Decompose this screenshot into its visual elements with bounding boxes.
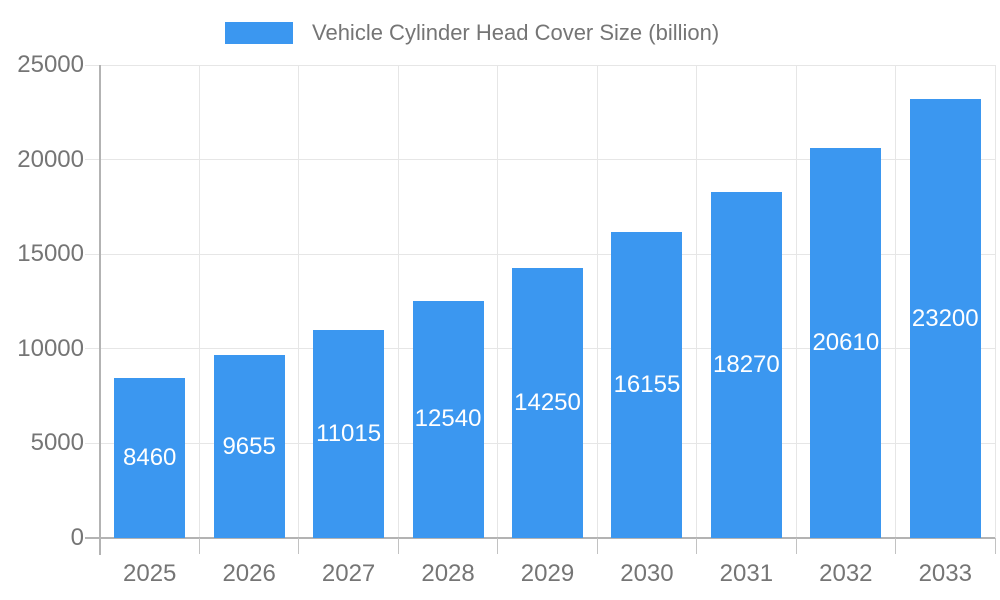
x-axis-tick <box>298 538 300 554</box>
v-gridline <box>994 65 996 538</box>
v-gridline <box>298 65 300 538</box>
y-gridline <box>85 159 995 161</box>
x-tick-label: 2026 <box>222 560 276 587</box>
y-gridline <box>85 253 995 255</box>
y-tick-label: 25000 <box>17 51 84 78</box>
bar-value-label: 23200 <box>911 304 979 332</box>
y-tick-label: 0 <box>70 524 84 551</box>
v-gridline <box>497 65 499 538</box>
x-axis-line <box>85 537 995 539</box>
bar: 12540 <box>412 300 484 538</box>
y-axis-line <box>99 65 101 555</box>
v-gridline <box>696 65 698 538</box>
x-tick-label: 2027 <box>321 560 376 587</box>
x-axis-tick <box>895 538 897 554</box>
legend-label: Vehicle Cylinder Head Cover Size (billio… <box>312 20 720 45</box>
x-tick-label: 2033 <box>918 560 972 587</box>
bar-value-label: 18270 <box>713 351 780 379</box>
bar: 8460 <box>114 377 186 538</box>
bar: 14250 <box>512 268 583 538</box>
x-tick-label: 2025 <box>123 560 177 587</box>
v-gridline <box>596 65 598 538</box>
v-gridline <box>795 65 797 538</box>
v-gridline <box>198 65 200 538</box>
x-tick-label: 2029 <box>520 560 575 587</box>
bar-value-label: 8460 <box>123 443 177 471</box>
y-tick-label: 15000 <box>17 240 84 268</box>
x-tick-label: 2030 <box>620 560 674 587</box>
x-axis-tick <box>795 538 797 554</box>
bar: 18270 <box>710 192 782 538</box>
y-tick-label: 10000 <box>17 334 84 362</box>
bar: 16155 <box>611 232 683 538</box>
bar-value-label: 9655 <box>222 432 276 460</box>
x-axis-tick <box>198 538 200 554</box>
bar-value-label: 12540 <box>414 405 482 433</box>
bar-value-label: 14250 <box>514 389 581 417</box>
bar: 20610 <box>810 148 882 538</box>
x-axis-tick <box>596 538 598 554</box>
bar-value-label: 16155 <box>613 371 681 399</box>
y-tick-label: 20000 <box>17 145 84 173</box>
legend-swatch <box>225 22 293 44</box>
bar: 11015 <box>313 329 385 538</box>
bar: 9655 <box>213 355 285 538</box>
y-gridline <box>85 64 995 66</box>
bar: 23200 <box>909 99 981 538</box>
x-axis-tick <box>397 538 399 554</box>
v-gridline <box>895 65 897 538</box>
x-tick-label: 2032 <box>819 560 873 587</box>
bar-value-label: 11015 <box>316 419 382 447</box>
bar-value-label: 20610 <box>812 329 880 357</box>
x-axis-tick <box>994 538 996 554</box>
x-tick-label: 2028 <box>421 560 475 587</box>
x-tick-label: 2031 <box>719 560 774 587</box>
x-axis-tick <box>497 538 499 554</box>
x-axis-tick <box>696 538 698 554</box>
y-tick-label: 5000 <box>30 429 84 457</box>
v-gridline <box>397 65 399 538</box>
